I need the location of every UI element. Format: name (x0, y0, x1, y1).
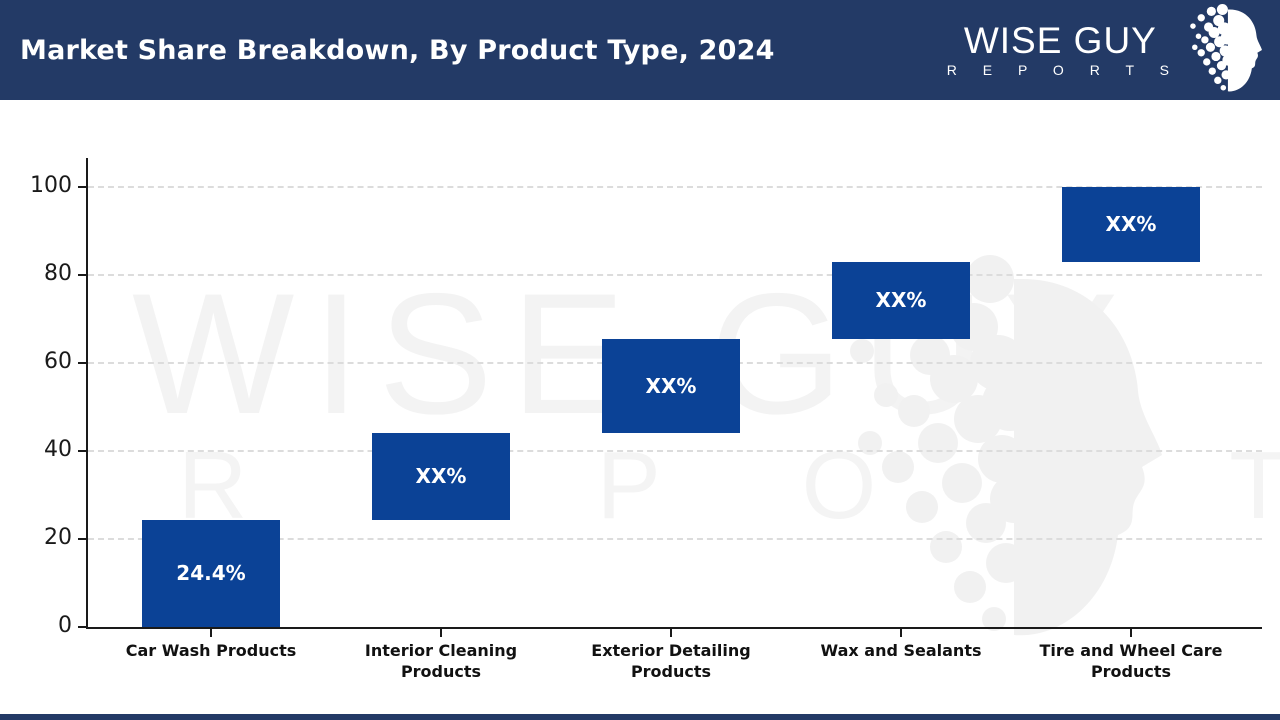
chart-area: WISE GUY R E P O R T S 02040608010024.4%… (0, 100, 1280, 714)
x-axis-category-label: Wax and Sealants (820, 641, 982, 660)
logo-wiseguy-text: WISE GUY (963, 20, 1157, 61)
y-axis-line (86, 158, 88, 629)
y-axis-tick (78, 538, 88, 540)
waterfall-bar: XX% (1062, 187, 1200, 262)
gridline (88, 186, 1262, 188)
y-axis-tick (78, 450, 88, 452)
y-axis-tick (78, 186, 88, 188)
y-axis-tick (78, 362, 88, 364)
x-axis-tick (900, 629, 902, 637)
waterfall-bar: XX% (602, 338, 740, 433)
logo-reports-text: R E P O R T S (946, 62, 1180, 78)
header-bar: Market Share Breakdown, By Product Type,… (0, 0, 1280, 100)
gridline (88, 450, 1262, 452)
y-axis-tick-label: 40 (44, 437, 72, 462)
wise-guy-reports-logo: WISE GUY R E P O R T S (941, 4, 1280, 96)
bar-value-label: XX% (645, 373, 697, 398)
y-axis-tick-label: 100 (30, 173, 72, 198)
y-axis-tick-label: 80 (44, 261, 72, 286)
bar-value-label: XX% (875, 288, 927, 313)
gridline (88, 274, 1262, 276)
waterfall-bar: XX% (372, 432, 510, 520)
y-axis-tick-label: 20 (44, 525, 72, 550)
y-axis-tick (78, 626, 88, 628)
bar-value-label: XX% (415, 464, 467, 489)
x-axis-tick (440, 629, 442, 637)
bar-value-label: 24.4% (176, 561, 246, 586)
x-axis-category-label: Tire and Wheel Care Products (1039, 641, 1223, 681)
y-axis-tick-label: 0 (58, 613, 72, 638)
x-axis-tick (1130, 629, 1132, 637)
x-axis-line (86, 627, 1262, 629)
x-axis-category-label: Car Wash Products (125, 641, 297, 660)
waterfall-bar: XX% (832, 261, 970, 339)
logo-text: WISE GUY R E P O R T S (941, 22, 1180, 78)
x-axis-category-label: Interior Cleaning Products (364, 641, 518, 681)
bottom-accent-strip (0, 714, 1280, 720)
logo-head-icon (1190, 4, 1262, 92)
bar-value-label: XX% (1105, 212, 1157, 237)
gridline (88, 538, 1262, 540)
x-axis-tick (670, 629, 672, 637)
y-axis-tick (78, 274, 88, 276)
y-axis-tick-label: 60 (44, 349, 72, 374)
x-axis-category-label: Exterior Detailing Products (591, 641, 751, 681)
page-title: Market Share Breakdown, By Product Type,… (20, 34, 775, 66)
x-axis-tick (210, 629, 212, 637)
waterfall-bar: 24.4% (142, 519, 280, 627)
